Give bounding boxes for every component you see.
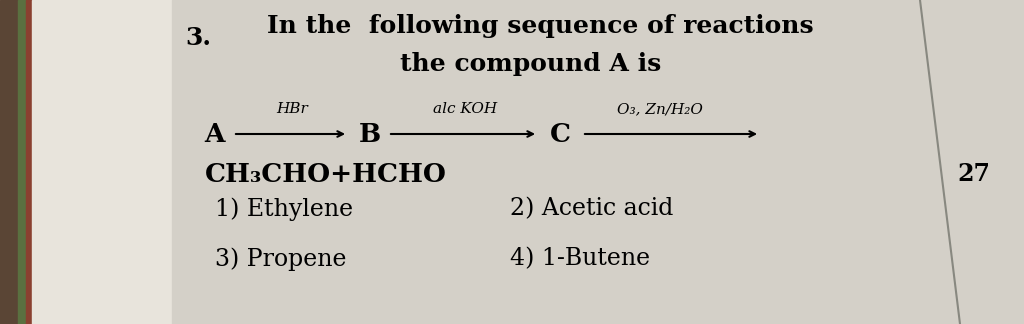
- Text: CH₃CHO+HCHO: CH₃CHO+HCHO: [205, 162, 446, 187]
- Text: the compound A is: the compound A is: [400, 52, 662, 76]
- Text: 4) 1-Butene: 4) 1-Butene: [510, 248, 650, 271]
- Bar: [18, 0, 26, 324]
- Bar: [32, 0, 172, 324]
- Text: HBr: HBr: [276, 102, 308, 116]
- Text: 2) Acetic acid: 2) Acetic acid: [510, 198, 674, 221]
- Text: B: B: [358, 122, 381, 146]
- Text: 3) Propene: 3) Propene: [215, 247, 346, 271]
- Text: 3.: 3.: [185, 26, 211, 50]
- Text: In the  following sequence of reactions: In the following sequence of reactions: [266, 14, 813, 38]
- Bar: [172, 0, 1024, 324]
- Text: A: A: [205, 122, 225, 146]
- Text: C: C: [550, 122, 570, 146]
- Text: O₃, Zn/H₂O: O₃, Zn/H₂O: [617, 102, 702, 116]
- Bar: [0, 0, 18, 324]
- Text: 27: 27: [957, 162, 990, 186]
- Text: 1) Ethylene: 1) Ethylene: [215, 197, 353, 221]
- Text: alc KOH: alc KOH: [433, 102, 497, 116]
- Bar: [26, 0, 32, 324]
